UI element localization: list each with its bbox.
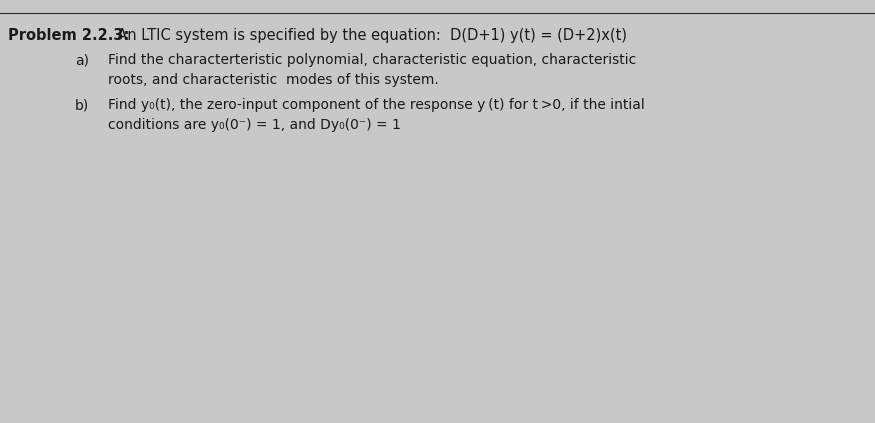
Text: An LTIC system is specified by the equation:  D(D+1) y(t) = (D+2)x(t): An LTIC system is specified by the equat… [108,28,627,43]
Text: Problem 2.2.3:: Problem 2.2.3: [8,28,129,43]
Text: roots, and characteristic  modes of this system.: roots, and characteristic modes of this … [108,73,438,87]
Text: a): a) [75,53,89,67]
Text: Find the characterteristic polynomial, characteristic equation, characteristic: Find the characterteristic polynomial, c… [108,53,636,67]
Text: Find y₀(t), the zero-input component of the response y (t) for t >0, if the inti: Find y₀(t), the zero-input component of … [108,98,645,112]
Text: conditions are y₀(0⁻) = 1, and Dy₀(0⁻) = 1: conditions are y₀(0⁻) = 1, and Dy₀(0⁻) =… [108,118,401,132]
Text: b): b) [75,98,89,112]
